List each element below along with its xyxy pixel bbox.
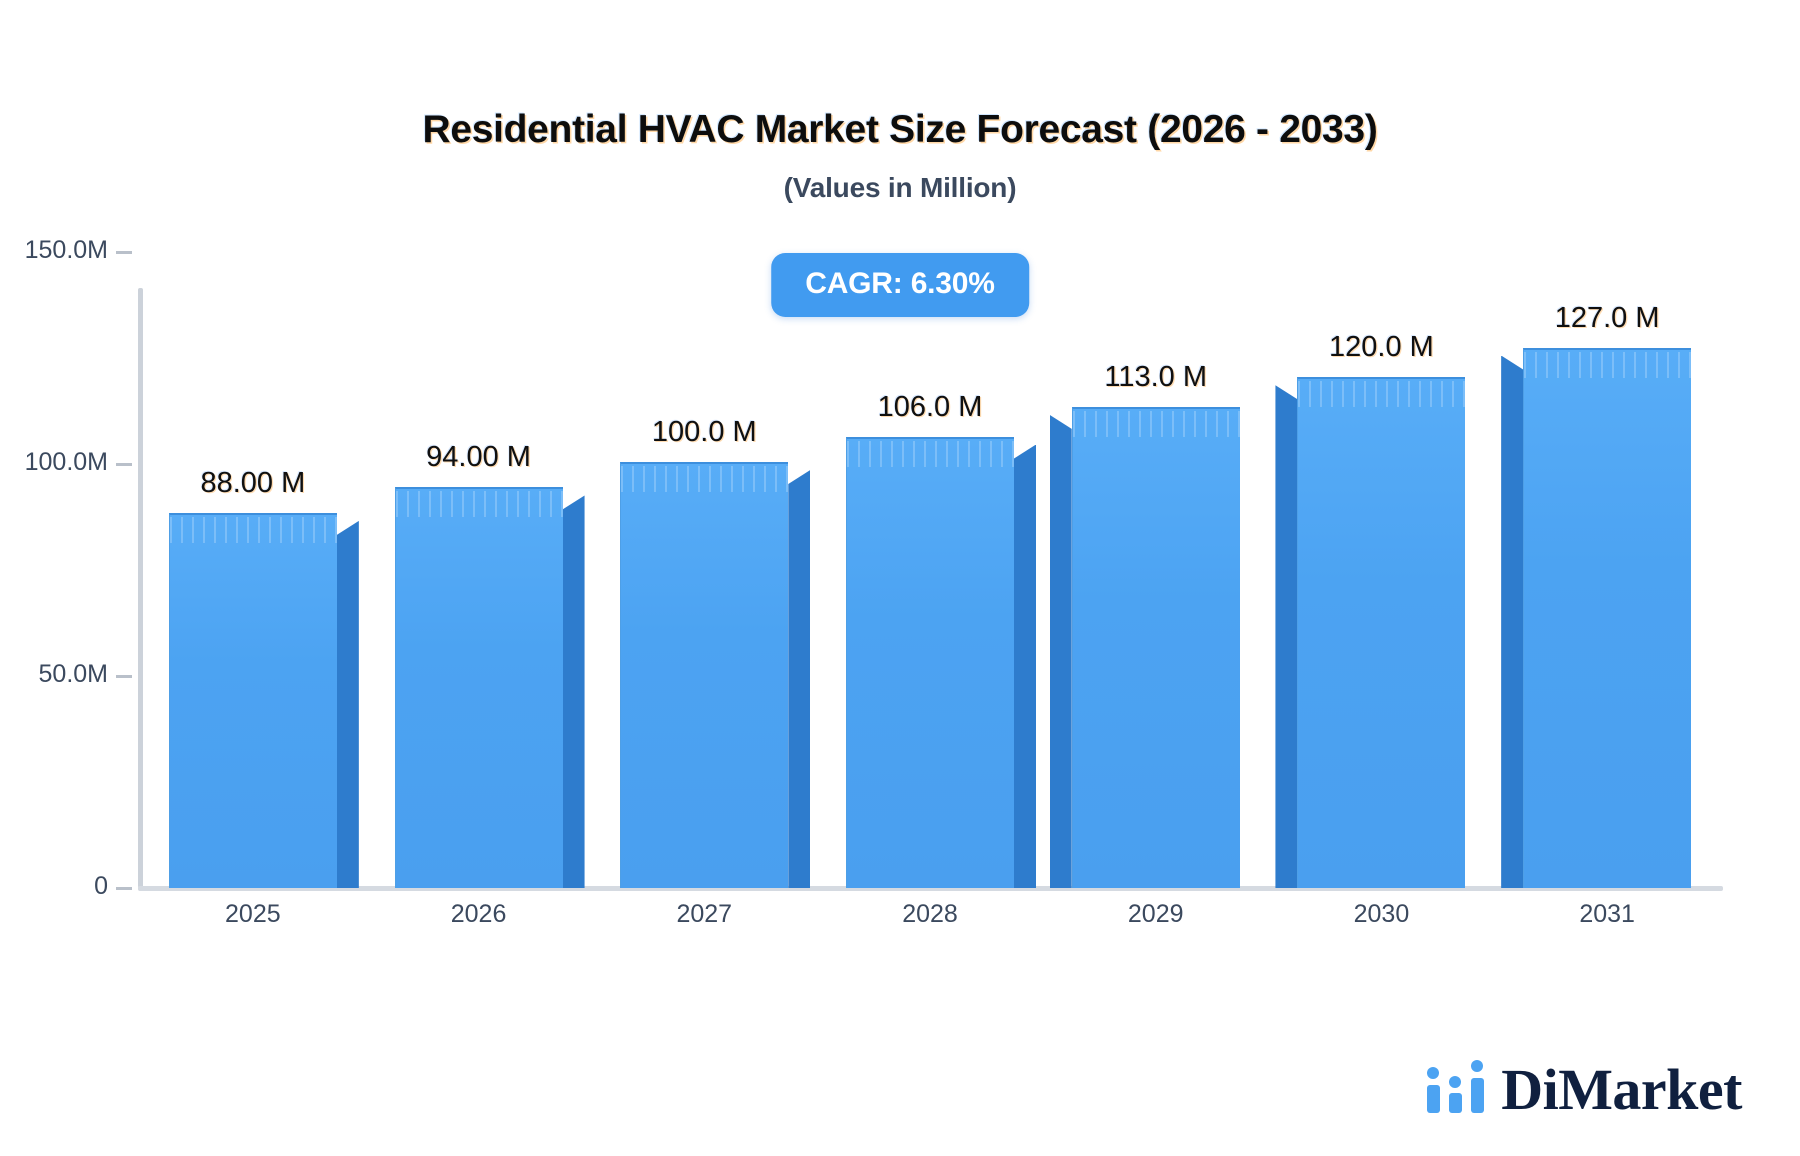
bar-2030[interactable]: 120.0 M 2030 [1275,331,1466,928]
bar-value-label: 94.00 M [426,441,531,474]
x-tick-label: 2025 [225,899,281,928]
x-tick-label: 2031 [1579,899,1635,928]
bar-2028[interactable]: 106.0 M 2028 [846,391,1036,928]
bar-top-texture [169,516,337,543]
y-tick-label: 100.0M [24,448,108,476]
bar-2031[interactable]: 127.0 M 2031 [1501,302,1692,928]
bar-value-label: 88.00 M [200,466,306,499]
bar-2025[interactable]: 88.00 M 2025 [168,467,359,928]
bar-top-texture [1298,381,1466,408]
chart-title: Residential HVAC Market Size Forecast (2… [422,108,1378,151]
y-tick-label: 50.0M [38,660,108,688]
x-axis-line [138,886,1723,891]
bar-front-face [394,487,563,888]
y-tick-mark [116,463,132,466]
bar-top-texture [847,440,1014,467]
y-tick-mark [116,251,132,254]
bar-2026[interactable]: 94.00 M 2026 [394,441,585,928]
bar-value-label: 113.0 M [1104,360,1208,393]
y-tick-mark [116,887,132,890]
bar-front-face [620,462,789,888]
x-tick-label: 2027 [676,900,733,928]
y-tick-mark [116,675,132,678]
bar-front-face [168,512,337,888]
bar-2029[interactable]: 113.0 M 2029 [1049,361,1240,928]
y-tick-label: 150.0M [24,236,108,264]
dimarket-logo: DiMarket [1425,1059,1742,1120]
bar-2027[interactable]: 100.0 M 2027 [620,416,811,928]
bar-side-face [1049,414,1072,888]
x-tick-label: 2029 [1127,899,1184,928]
bar-side-face [1014,444,1036,888]
cagr-badge: CAGR: 6.30% [771,253,1029,317]
bar-front-face [1071,406,1240,888]
bar-top-texture [1524,351,1692,378]
bar-side-face [1501,355,1524,888]
bar-value-label: 120.0 M [1329,331,1434,364]
x-tick-label: 2028 [902,899,958,928]
bar-side-face [562,495,585,888]
bar-top-texture [621,466,789,492]
bar-top-texture [395,491,563,518]
bar-front-face [846,436,1014,888]
bar-value-label: 100.0 M [651,416,757,448]
y-tick-label: 0 [94,872,108,900]
bar-value-label: 106.0 M [877,390,983,423]
bar-chart-icon [1425,1059,1487,1120]
bar-front-face [1297,377,1466,888]
bar-side-face [788,470,811,888]
logo-text: DiMarket [1501,1056,1742,1122]
bar-top-texture [1072,410,1240,437]
x-tick-label: 2030 [1353,899,1410,928]
bar-side-face [336,520,359,888]
bar-value-label: 127.0 M [1554,301,1660,334]
chart-subtitle: (Values in Million) [783,172,1017,203]
x-tick-label: 2026 [450,899,507,928]
y-axis-line [138,288,143,888]
bar-side-face [1275,385,1298,888]
bar-front-face [1523,347,1692,888]
